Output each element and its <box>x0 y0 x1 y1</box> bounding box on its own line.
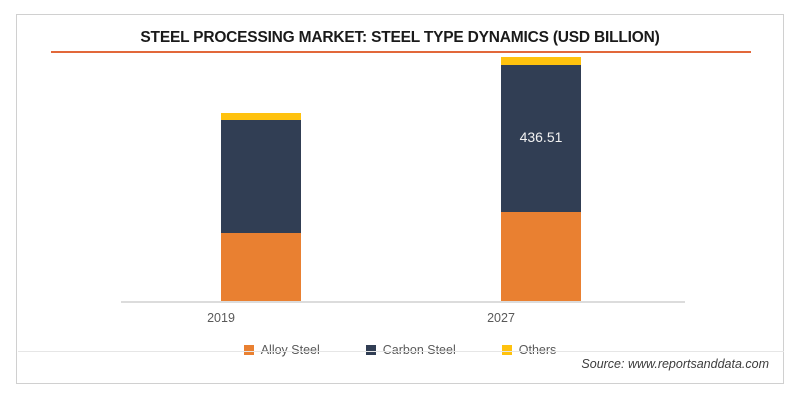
legend-label: Carbon Steel <box>382 343 456 357</box>
bar-value-label: 436.51 <box>519 129 563 146</box>
source-text: Source: www.reportsanddata.com <box>581 357 769 371</box>
bar-segment-alloy-steel-2027[interactable] <box>501 211 581 301</box>
bar-segment-alloy-steel-2019[interactable] <box>221 232 301 301</box>
legend-item-alloy-steel[interactable]: Alloy Steel <box>243 343 320 357</box>
x-axis-line <box>121 301 685 303</box>
title-underline <box>51 51 751 53</box>
legend-item-others[interactable]: Others <box>501 343 557 357</box>
bar-segment-carbon-steel-2019[interactable] <box>221 120 301 233</box>
bar-segment-others-2027[interactable] <box>501 56 581 65</box>
x-tick-label-2027: 2027 <box>487 311 515 325</box>
legend-swatch-icon <box>243 345 254 355</box>
x-tick-label-2019: 2019 <box>207 311 235 325</box>
legend-swatch-icon <box>501 345 512 355</box>
legend-label: Others <box>518 343 557 357</box>
bar-segment-others-2019[interactable] <box>221 113 301 121</box>
legend-swatch-icon <box>365 345 376 355</box>
bar-segment-carbon-steel-2027[interactable]: 436.51 <box>501 64 581 212</box>
chart-figure: STEEL PROCESSING MARKET: STEEL TYPE DYNA… <box>16 14 784 384</box>
plot-area: 436.51 <box>121 45 685 301</box>
legend-item-carbon-steel[interactable]: Carbon Steel <box>365 343 456 357</box>
chart-title: STEEL PROCESSING MARKET: STEEL TYPE DYNA… <box>140 29 660 46</box>
legend-label: Alloy Steel <box>260 343 320 357</box>
source-divider <box>18 351 784 352</box>
chart-legend: Alloy Steel Carbon Steel Others <box>17 343 783 357</box>
